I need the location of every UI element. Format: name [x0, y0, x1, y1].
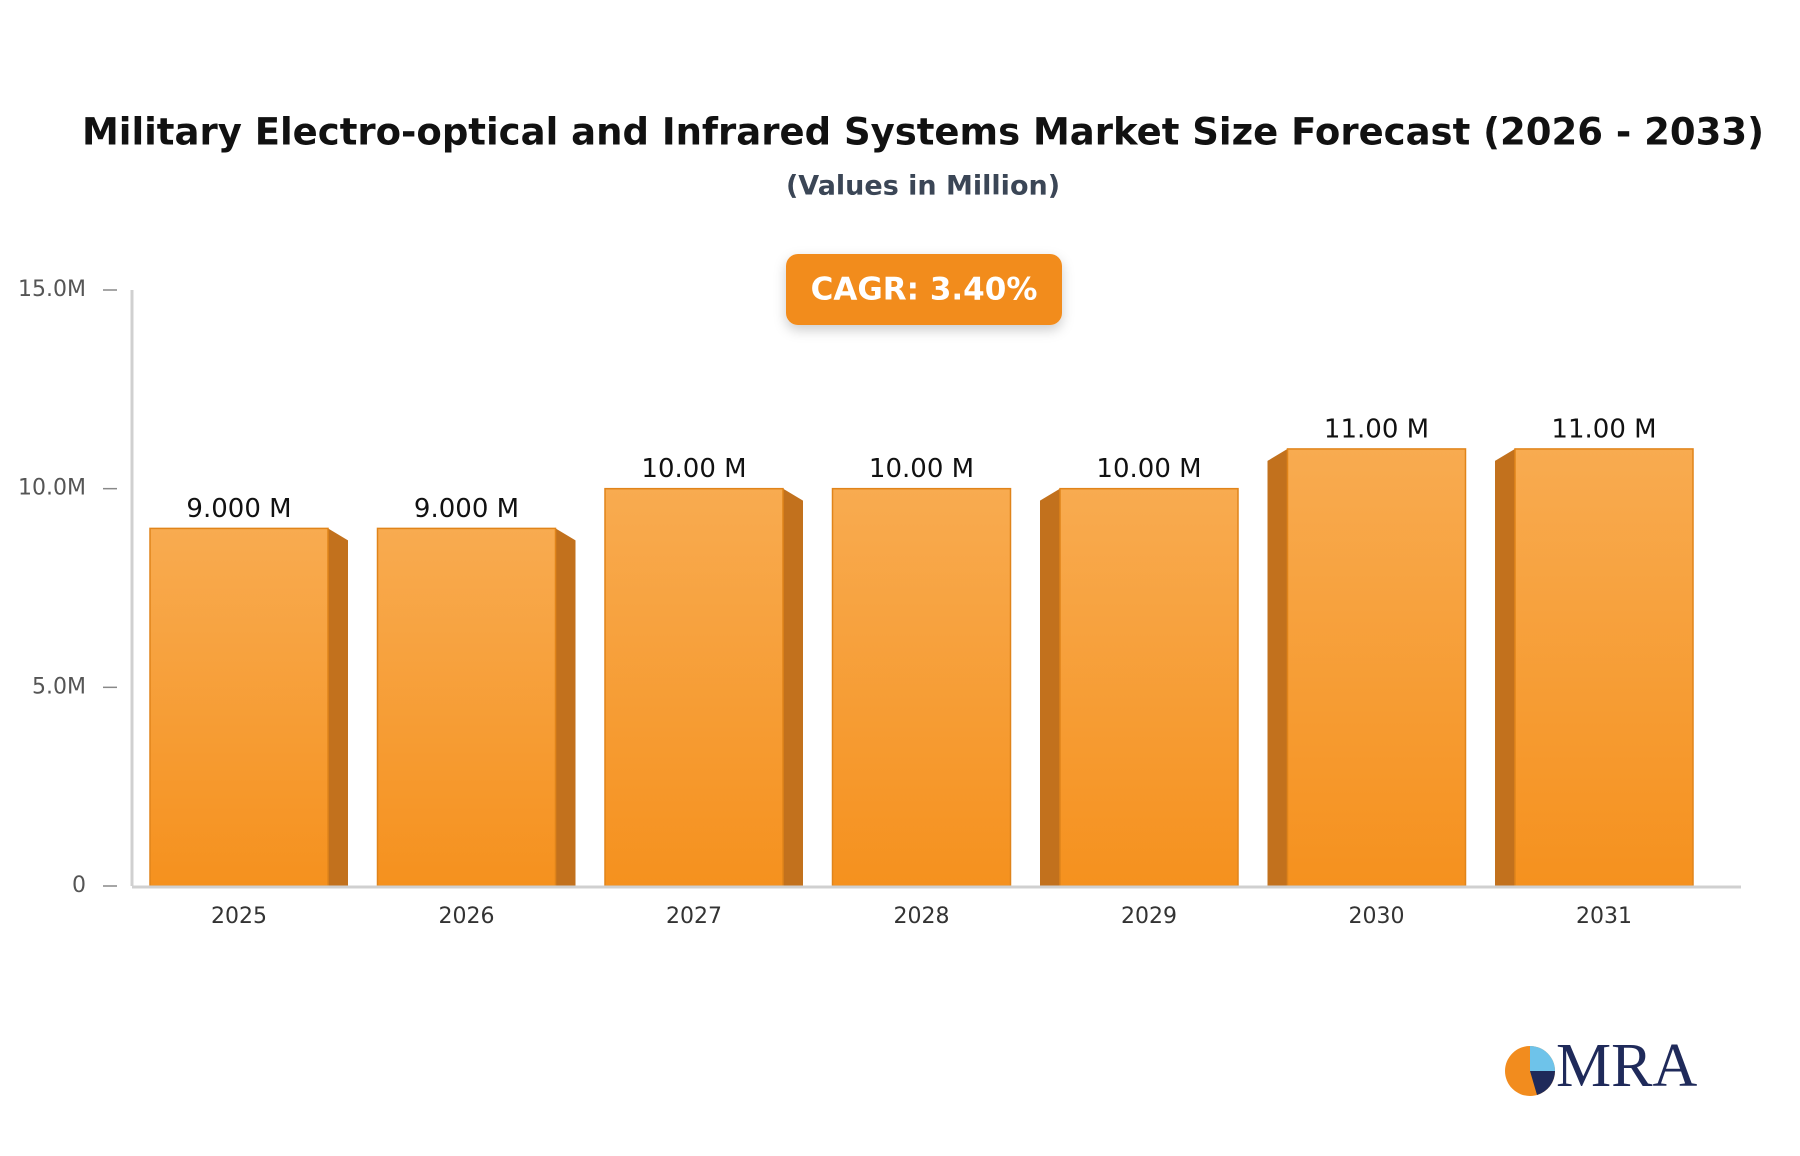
bar: [1514, 448, 1694, 887]
bar: [149, 527, 329, 887]
y-tick-label: 0: [72, 873, 86, 898]
bar-side: [1040, 488, 1060, 886]
x-tick-label: 2029: [1121, 904, 1177, 929]
y-tick-label: 5.0M: [32, 674, 86, 699]
data-label: 9.000 M: [186, 494, 291, 524]
bar: [604, 487, 784, 887]
bar: [376, 527, 557, 887]
bar-side: [328, 528, 348, 886]
cagr-label: CAGR: 3.40%: [811, 272, 1038, 308]
logo: MRA: [1505, 1032, 1697, 1100]
bar-side: [555, 528, 576, 886]
logo-text: MRA: [1556, 1032, 1697, 1100]
bar-side: [783, 488, 803, 886]
data-label: 10.00 M: [1096, 454, 1201, 484]
bar: [1286, 448, 1467, 887]
x-tick-label: 2028: [894, 904, 950, 929]
x-tick-label: 2031: [1576, 904, 1632, 929]
logo-slice: [1530, 1046, 1555, 1071]
bar-side: [1495, 448, 1515, 886]
data-label: 11.00 M: [1551, 414, 1656, 444]
logo-slice: [1530, 1071, 1555, 1095]
bar: [1059, 487, 1239, 887]
x-tick-label: 2030: [1349, 904, 1405, 929]
y-tick-label: 15.0M: [18, 277, 86, 302]
bar-side: [1267, 448, 1288, 886]
data-label: 10.00 M: [641, 454, 746, 484]
data-label: 10.00 M: [869, 454, 974, 484]
data-label: 11.00 M: [1324, 414, 1429, 444]
bar: [831, 487, 1012, 887]
cagr-badge: CAGR: 3.40%: [786, 254, 1062, 325]
y-tick-label: 10.0M: [18, 476, 86, 501]
chart-title: Military Electro-optical and Infrared Sy…: [82, 111, 1764, 154]
x-tick-label: 2025: [211, 904, 267, 929]
chart-subtitle: (Values in Million): [786, 171, 1060, 202]
data-label: 9.000 M: [414, 494, 519, 524]
x-tick-label: 2026: [439, 904, 495, 929]
badge-background: [786, 254, 1062, 325]
x-tick-label: 2027: [666, 904, 722, 929]
